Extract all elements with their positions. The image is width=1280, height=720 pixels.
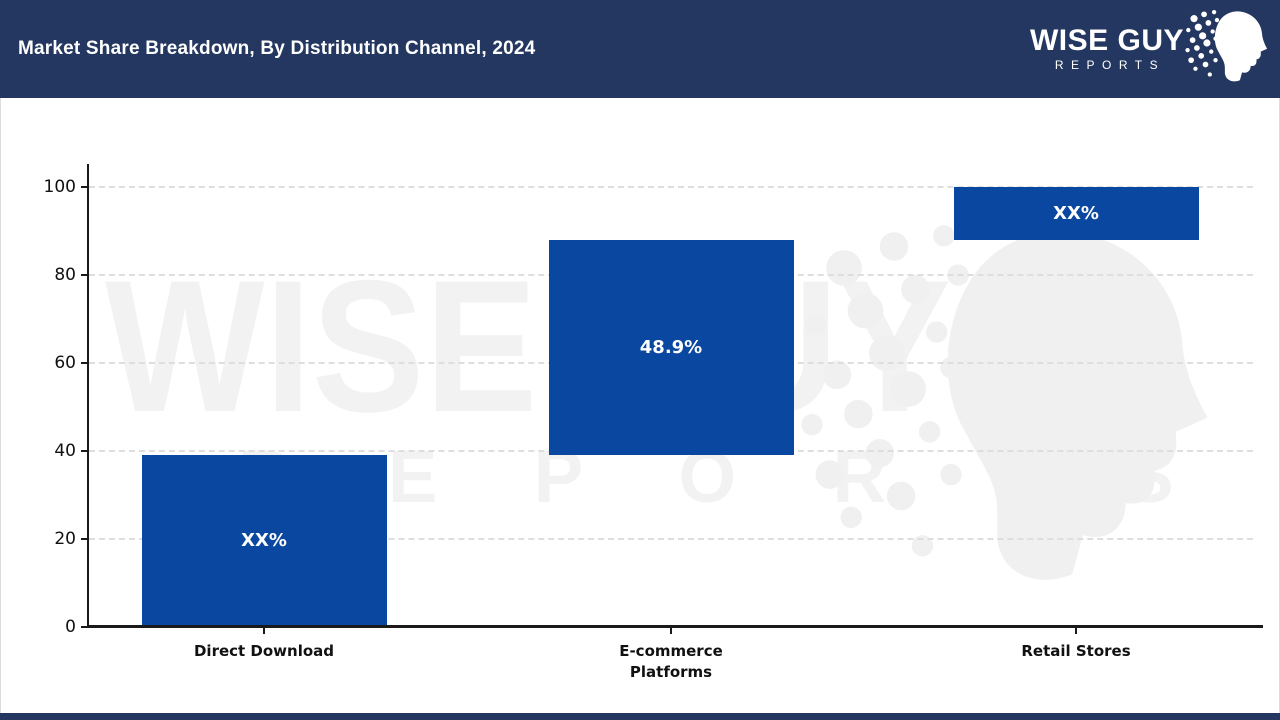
y-tick [81, 626, 87, 628]
y-tick-label: 0 [65, 617, 76, 637]
bar-value-label: XX% [241, 530, 287, 552]
y-tick-label: 80 [54, 265, 76, 285]
x-tick [1075, 628, 1077, 634]
y-tick [81, 450, 87, 452]
footer-bar [0, 713, 1280, 720]
y-tick [81, 186, 87, 188]
x-axis [87, 625, 1263, 628]
x-label-retail-stores: Retail Stores [1021, 642, 1131, 660]
y-axis [87, 164, 89, 628]
y-tick-label: 60 [54, 353, 76, 373]
x-label-ecommerce-platforms: E-commerce Platforms [619, 642, 723, 681]
x-label-direct-download: Direct Download [193, 642, 335, 660]
watermark-dot-face-icon [778, 218, 1238, 610]
logo-wordmark: WISE GUY [1029, 24, 1184, 57]
y-tick-label: 40 [54, 441, 76, 461]
bar-direct-download: XX% [141, 454, 387, 627]
logo-subtitle: REPORTS [1054, 58, 1166, 72]
header-bar: Market Share Breakdown, By Distribution … [0, 0, 1280, 98]
x-tick [670, 628, 672, 634]
logo-text: WISE GUY REPORTS [1030, 24, 1184, 72]
x-tick [263, 628, 265, 634]
gridline-20 [89, 538, 1253, 540]
gridline-100 [89, 186, 1253, 188]
bar-retail-stores: XX% [953, 187, 1199, 240]
y-tick [81, 274, 87, 276]
chart-title: Market Share Breakdown, By Distribution … [18, 38, 536, 59]
bar-ecommerce-platforms: 48.9% [548, 239, 794, 455]
dot-face-icon [1184, 6, 1270, 90]
bar-value-label: 48.9% [639, 336, 703, 358]
wise-guy-reports-logo: WISE GUY REPORTS [1002, 0, 1272, 98]
bar-value-label: XX% [1053, 202, 1099, 224]
y-tick-label: 100 [43, 177, 76, 197]
y-tick-label: 20 [54, 529, 76, 549]
y-tick [81, 538, 87, 540]
watermark-wordmark: WISE GUY [105, 241, 952, 451]
y-tick [81, 362, 87, 364]
